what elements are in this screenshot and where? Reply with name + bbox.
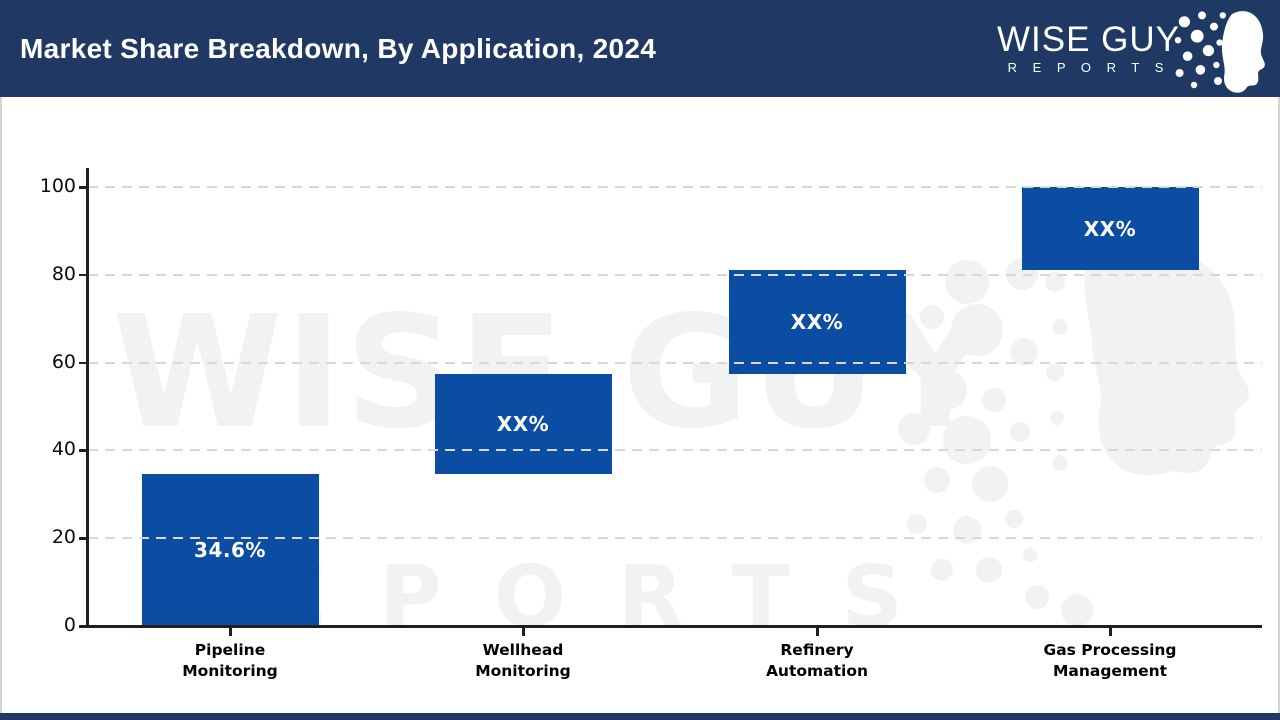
header-bar: Market Share Breakdown, By Application, … <box>0 0 1280 97</box>
y-tick-label: 100 <box>39 175 76 197</box>
bar-value-label: XX% <box>496 411 550 436</box>
x-category-label-line: Refinery <box>780 641 854 659</box>
y-tick-label: 20 <box>51 526 76 549</box>
x-axis-tick <box>522 628 525 636</box>
watermark-head-icon <box>898 246 1250 626</box>
x-category-label-line: Management <box>1052 662 1168 680</box>
x-category-label-line: Gas Processing <box>1043 641 1177 659</box>
x-axis-line <box>86 625 1262 628</box>
grid-line <box>88 273 1262 276</box>
brand-name: WISE GUY <box>996 19 1180 59</box>
bar: XX% <box>1021 187 1199 271</box>
dotted-head-logo-icon <box>1174 10 1265 93</box>
y-axis-tick <box>79 361 88 365</box>
brand-logo-text: WISE GUY R E P O R T S <box>996 19 1180 75</box>
y-axis-tick <box>79 186 88 189</box>
x-category-label: Pipeline Monitoring <box>110 640 350 682</box>
y-axis-tick <box>79 449 88 452</box>
x-category-label: Wellhead Monitoring <box>403 640 643 682</box>
y-tick-label: 40 <box>51 438 76 461</box>
bar-value-label: XX% <box>790 309 844 334</box>
grid-line <box>88 449 1262 452</box>
y-axis-tick <box>79 625 88 628</box>
x-category-label-line: Automation <box>765 662 869 680</box>
y-axis-tick <box>79 537 88 540</box>
y-tick-label: 80 <box>51 262 76 285</box>
bar-value-label: 34.6% <box>194 538 266 563</box>
y-axis-line <box>86 168 89 628</box>
x-category-label-line: Monitoring <box>182 662 278 680</box>
grid-line <box>88 361 1262 364</box>
page-title: Market Share Breakdown, By Application, … <box>20 32 657 64</box>
x-category-label-line: Pipeline <box>194 641 266 659</box>
y-tick-label: 0 <box>63 614 76 636</box>
x-category-label: Gas Processing Management <box>990 640 1230 682</box>
grid-line <box>88 537 1262 540</box>
bar: XX% <box>728 270 906 374</box>
bar: XX% <box>434 373 612 475</box>
y-axis-tick <box>79 273 88 277</box>
y-tick-label: 60 <box>51 350 76 373</box>
grid-line <box>88 186 1262 188</box>
bar: 34.6% <box>141 474 319 626</box>
brand-tagline: R E P O R T S <box>1007 59 1170 75</box>
x-axis-tick <box>816 628 819 636</box>
x-category-label-line: Monitoring <box>475 662 571 680</box>
x-axis-tick <box>229 628 232 636</box>
bar-value-label: XX% <box>1083 216 1137 241</box>
x-axis-tick <box>1109 628 1112 636</box>
footer-bar <box>0 713 1280 720</box>
x-category-label: Refinery Automation <box>697 640 937 682</box>
brand-logo: WISE GUY R E P O R T S <box>997 4 1266 94</box>
x-category-label-line: Wellhead <box>482 641 564 659</box>
